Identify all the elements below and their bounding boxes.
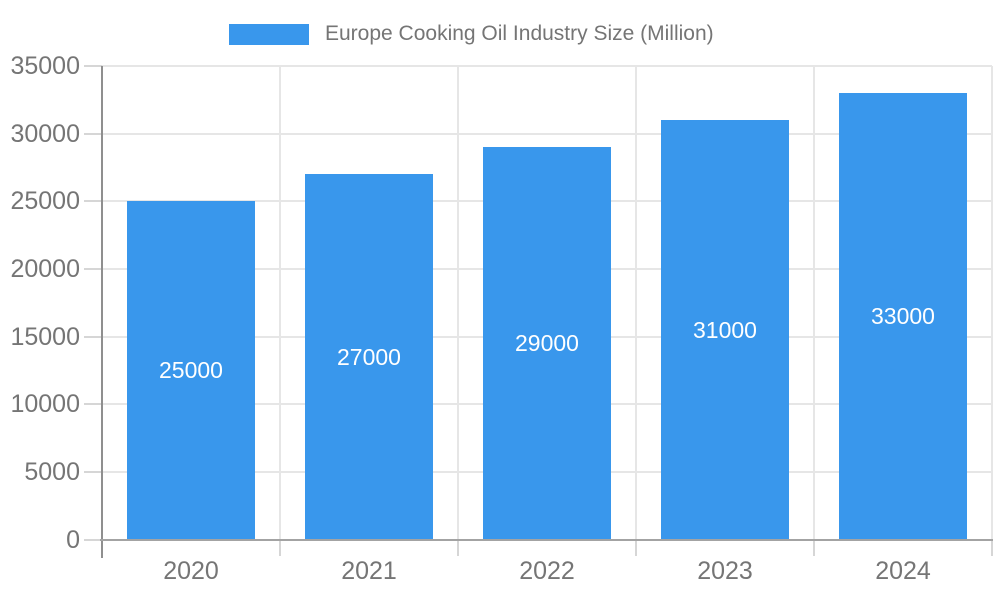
y-axis-tick-label: 5000: [24, 457, 80, 486]
y-axis-tick: [84, 132, 102, 135]
x-axis-label: 2020: [163, 557, 219, 585]
bar-2021[interactable]: [304, 174, 434, 540]
y-axis-tick: [84, 335, 102, 338]
y-axis-tick: [84, 200, 102, 203]
gridline-vertical: [457, 66, 459, 540]
gridline-vertical: [279, 66, 281, 540]
legend-swatch: [229, 23, 309, 45]
y-axis-tick-label: 35000: [10, 52, 80, 80]
bar-value-label: 33000: [871, 303, 935, 330]
y-axis-tick-label: 30000: [10, 119, 80, 148]
y-axis-tick: [84, 470, 102, 473]
x-axis-tick: [457, 540, 459, 556]
legend-label: Europe Cooking Oil Industry Size (Millio…: [325, 22, 714, 45]
x-axis-tick: [991, 540, 993, 556]
gridline-horizontal: [102, 65, 992, 67]
bar-value-label: 31000: [693, 316, 757, 343]
x-axis-label: 2024: [875, 557, 931, 585]
x-axis-line: [100, 538, 993, 541]
bar-value-label: 25000: [159, 357, 223, 384]
x-axis-tick: [813, 540, 815, 556]
bar-2022[interactable]: [482, 147, 612, 540]
x-axis-tick: [279, 540, 281, 556]
x-axis-tick: [635, 540, 637, 556]
bar-value-label: 29000: [515, 330, 579, 357]
y-axis-tick-label: 0: [66, 525, 80, 554]
x-axis-label: 2021: [341, 557, 397, 585]
bar-2023[interactable]: [660, 120, 790, 540]
y-axis-tick: [84, 65, 102, 67]
gridline-vertical: [991, 66, 993, 540]
bar-value-label: 27000: [337, 343, 401, 370]
y-axis-tick: [84, 538, 102, 541]
y-axis-line: [101, 66, 103, 558]
bar-2020[interactable]: [126, 201, 256, 540]
legend: Europe Cooking Oil Industry Size (Millio…: [229, 22, 714, 46]
gridline-horizontal: [102, 132, 992, 135]
gridline-vertical: [813, 66, 815, 540]
y-axis-tick-label: 10000: [10, 390, 80, 419]
y-axis-tick-label: 15000: [10, 322, 80, 351]
x-axis-label: 2022: [519, 557, 575, 585]
y-axis-tick: [84, 267, 102, 270]
y-axis-tick-label: 25000: [10, 187, 80, 216]
y-axis-tick: [84, 403, 102, 406]
gridline-vertical: [635, 66, 637, 540]
y-axis-tick-label: 20000: [10, 254, 80, 283]
bar-2024[interactable]: [838, 93, 968, 540]
x-axis-label: 2023: [697, 557, 753, 585]
